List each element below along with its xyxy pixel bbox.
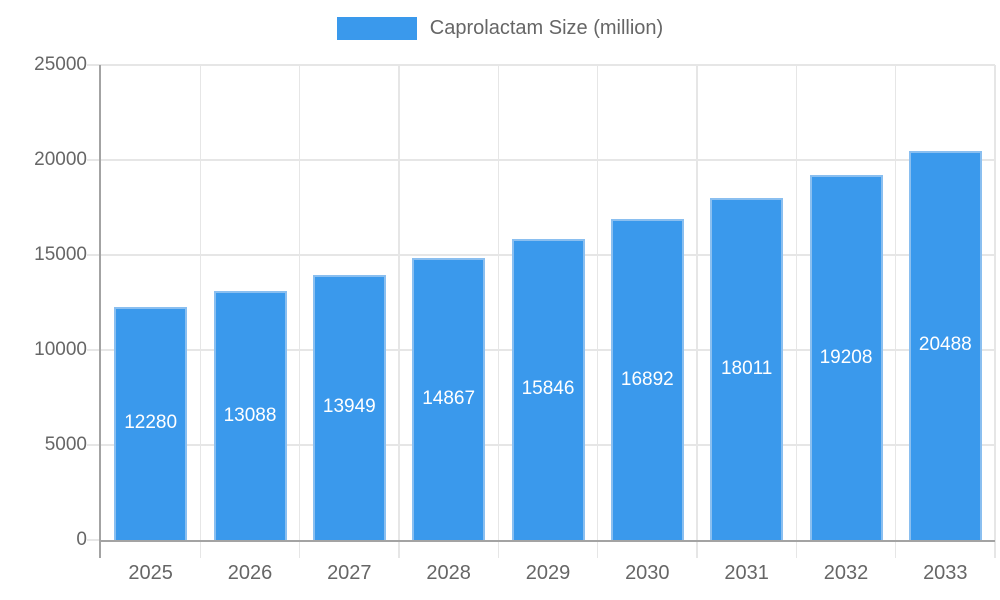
x-axis-label: 2030 [625, 562, 670, 584]
x-axis-label: 2026 [227, 562, 273, 584]
bar-value-label: 19208 [819, 346, 873, 368]
y-axis-label: 20000 [34, 149, 87, 170]
gridline-v [795, 65, 798, 558]
gridline-v [994, 65, 996, 558]
y-axis-line [99, 65, 101, 558]
gridline-v [696, 65, 698, 558]
y-axis-tick [87, 349, 101, 351]
y-axis-label: 5000 [44, 434, 87, 455]
gridline-v [199, 65, 202, 558]
bar-value-label: 12280 [124, 412, 178, 434]
bar-2029 [511, 238, 585, 540]
bar-2032 [809, 175, 883, 540]
bar-2026 [213, 291, 287, 540]
bar-value-label: 13949 [322, 396, 376, 418]
x-axis-label: 2025 [128, 562, 173, 584]
gridline-v [298, 65, 301, 558]
gridline-v [596, 65, 599, 558]
y-axis-tick [87, 539, 101, 541]
y-axis-tick [87, 159, 101, 161]
y-axis-tick [87, 254, 101, 256]
legend: Caprolactam Size (million) [0, 17, 1000, 40]
bar-value-label: 18011 [720, 357, 773, 379]
x-axis-label: 2028 [426, 562, 471, 584]
x-axis-label: 2029 [525, 562, 571, 584]
bar-value-label: 15846 [521, 378, 575, 400]
y-axis-label: 0 [76, 529, 87, 550]
y-axis-tick [87, 64, 101, 66]
x-axis-line [99, 540, 995, 542]
y-axis-tick [87, 444, 101, 446]
y-axis-label: 10000 [34, 339, 87, 360]
bar-2028 [412, 257, 486, 540]
bar-2030 [610, 219, 684, 540]
bar-2025 [114, 306, 188, 540]
x-axis-label: 2033 [923, 562, 968, 584]
y-axis-label: 25000 [34, 54, 87, 75]
bar-2031 [710, 197, 784, 540]
bar-value-label: 14867 [422, 387, 476, 409]
legend-swatch [336, 17, 417, 40]
bar-value-label: 20488 [918, 334, 972, 356]
legend-label: Caprolactam Size (million) [429, 17, 664, 39]
gridline-h [101, 64, 995, 66]
bar-value-label: 16892 [620, 368, 674, 390]
x-axis-label: 2032 [823, 562, 869, 584]
gridline-v [497, 65, 500, 558]
legend-item-caprolactam[interactable]: Caprolactam Size (million) [336, 17, 664, 40]
x-axis-label: 2031 [724, 562, 769, 584]
gridline-v [894, 65, 897, 558]
bar-2033 [908, 150, 982, 540]
bar-2027 [312, 274, 386, 540]
y-axis-label: 15000 [34, 244, 87, 265]
gridline-h [101, 159, 995, 161]
gridline-v [398, 65, 400, 558]
x-axis-label: 2027 [327, 562, 372, 584]
bar-value-label: 13088 [223, 404, 277, 426]
